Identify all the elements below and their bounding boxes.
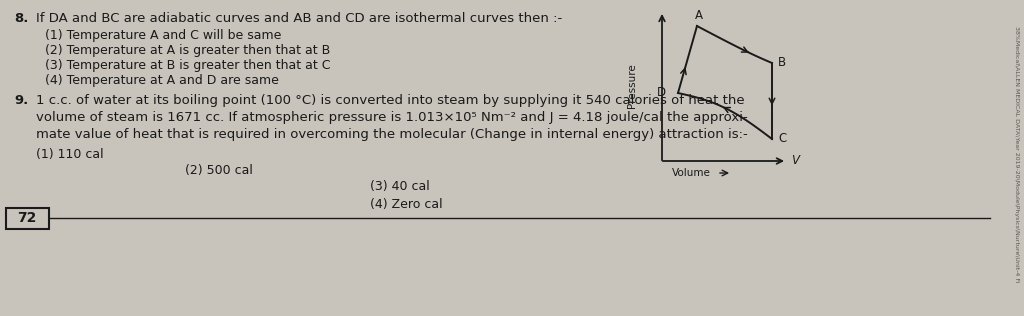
FancyBboxPatch shape [5, 208, 48, 228]
Text: D: D [656, 87, 666, 100]
Text: 72: 72 [17, 211, 37, 225]
Text: If DA and BC are adiabatic curves and AB and CD are isothermal curves then :-: If DA and BC are adiabatic curves and AB… [36, 12, 562, 25]
Text: Volume: Volume [672, 168, 711, 178]
Text: B: B [778, 57, 786, 70]
Text: Pressure: Pressure [627, 64, 637, 108]
Text: (3) Temperature at B is greater then that at C: (3) Temperature at B is greater then tha… [45, 59, 331, 72]
Text: (2) Temperature at A is greater then that at B: (2) Temperature at A is greater then tha… [45, 44, 331, 57]
Text: (2) 500 cal: (2) 500 cal [185, 164, 253, 177]
Text: mate value of heat that is required in overcoming the molecular (Change in inter: mate value of heat that is required in o… [36, 128, 748, 141]
Text: (1) Temperature A and C will be same: (1) Temperature A and C will be same [45, 29, 282, 42]
Text: 8.: 8. [14, 12, 29, 25]
Text: (4) Temperature at A and D are same: (4) Temperature at A and D are same [45, 74, 279, 87]
Text: (1) 110 cal: (1) 110 cal [36, 148, 103, 161]
Text: A: A [695, 9, 703, 22]
Text: C: C [778, 132, 786, 145]
Text: 38%Medical\ALLEN MEDICAL DATA\Year 2019-20\Module\Physics\Nurture\Unit-4 Fi: 38%Medical\ALLEN MEDICAL DATA\Year 2019-… [1015, 26, 1020, 282]
Text: (3) 40 cal: (3) 40 cal [370, 180, 430, 193]
Text: (4) Zero cal: (4) Zero cal [370, 198, 442, 211]
Text: volume of steam is 1671 cc. If atmospheric pressure is 1.013×10⁵ Nm⁻² and J = 4.: volume of steam is 1671 cc. If atmospher… [36, 111, 748, 124]
Text: 1 c.c. of water at its boiling point (100 °C) is converted into steam by supplyi: 1 c.c. of water at its boiling point (10… [36, 94, 744, 107]
Text: V: V [791, 155, 799, 167]
Text: 9.: 9. [14, 94, 29, 107]
